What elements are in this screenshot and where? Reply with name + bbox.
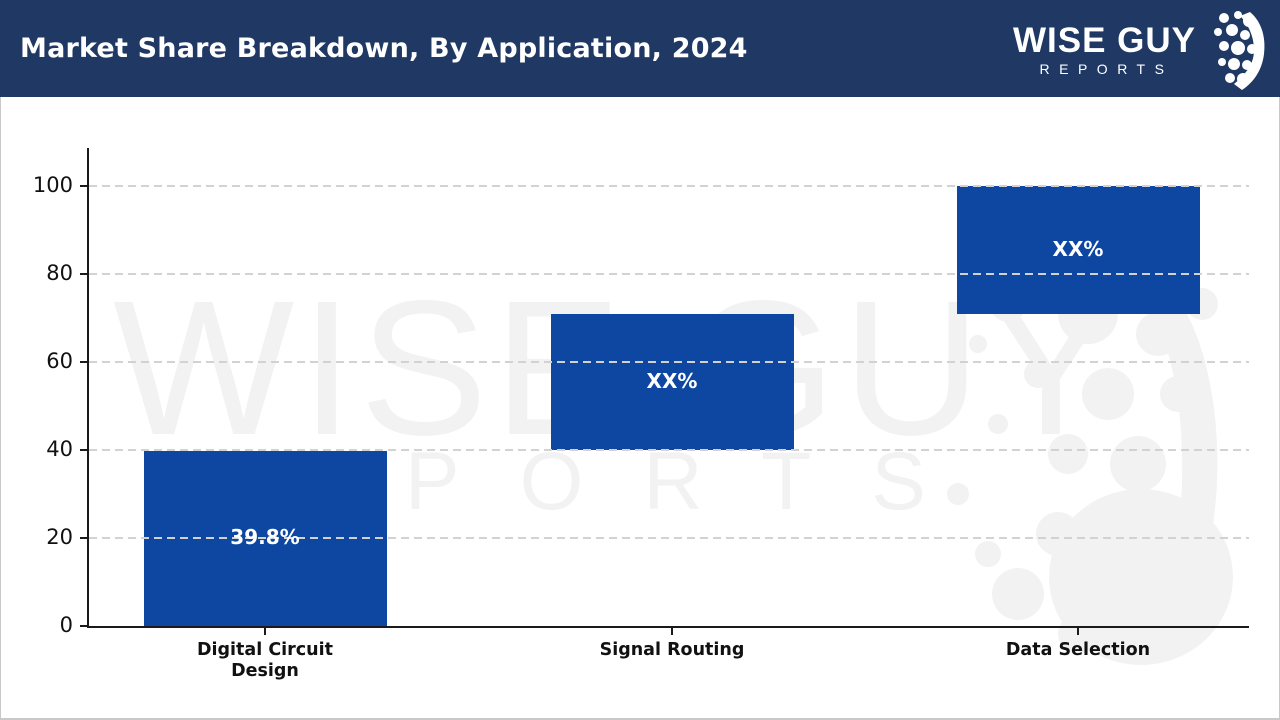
gridline-100 [89,185,1249,187]
logo-wordmark: WISE GUY REPORTS [1013,23,1196,77]
gridline-60 [89,361,1249,363]
bar-label-digital-circuit-design: 39.8% [230,525,300,550]
x-axis-line [87,626,1249,628]
y-tick-100 [80,185,89,187]
y-tick-label-80: 80 [46,261,73,285]
bar-label-data-selection: XX% [1052,236,1104,261]
category-label-signal-routing: Signal Routing [599,640,745,660]
header: Market Share Breakdown, By Application, … [0,0,1280,97]
category-label-data-selection: Data Selection [1005,640,1151,660]
x-tick-signal-routing [671,628,673,635]
y-axis-line [87,148,89,628]
x-tick-data-selection [1077,628,1079,635]
y-tick-80 [80,273,89,275]
y-tick-label-0: 0 [59,613,73,637]
x-tick-digital-circuit-design [264,628,266,635]
y-tick-label-100: 100 [32,173,73,197]
chart-area: WISE GUY REPORTS 0 20 40 60 80 100 39.8% Digita… [0,97,1280,720]
bar-signal-routing [550,313,794,450]
y-tick-label-40: 40 [46,437,73,461]
y-tick-label-20: 20 [46,525,73,549]
y-tick-0 [80,625,89,627]
y-tick-label-60: 60 [46,349,73,373]
bar-label-signal-routing: XX% [646,368,698,393]
y-tick-20 [80,537,89,539]
y-tick-60 [80,361,89,363]
logo-wordmark-line1: WISE GUY [1012,21,1196,60]
category-label-digital-circuit-design: Digital Circuit Design [197,640,333,681]
wise-guy-face-icon [1214,11,1265,90]
y-tick-40 [80,449,89,451]
gridline-80 [89,273,1249,275]
logo-wordmark-line2: REPORTS [1039,61,1174,77]
gridline-40 [89,449,1249,451]
page-title: Market Share Breakdown, By Application, … [20,33,748,64]
wise-guy-logo: WISE GUY REPORTS [1013,6,1266,94]
gridline-20 [89,537,1249,539]
